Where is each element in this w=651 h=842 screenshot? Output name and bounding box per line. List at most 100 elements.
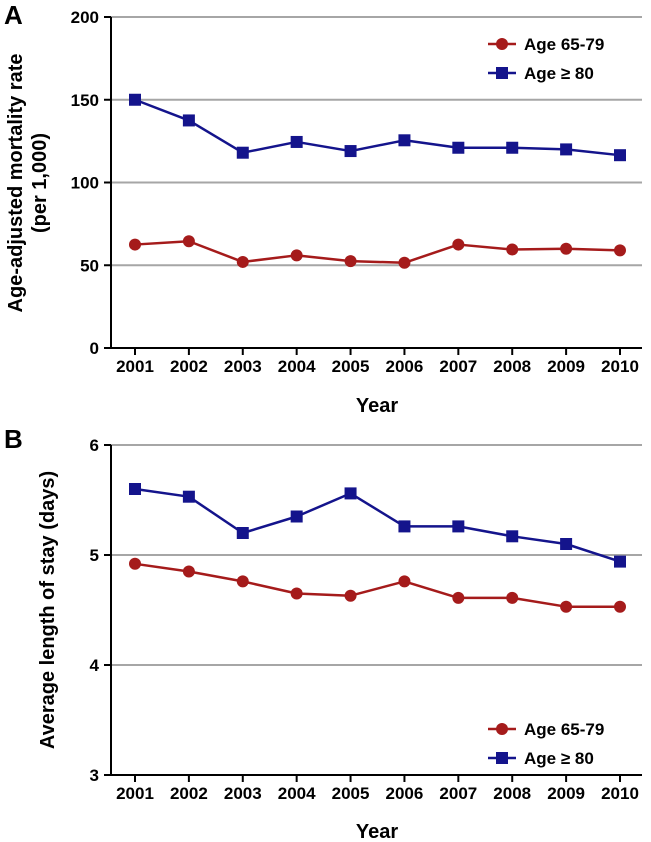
panel-b-series-age-65-79-point: [129, 557, 141, 570]
panel-a-series-age-80-plus-line: [134, 98, 621, 157]
panel-b-series-age-65-79-point: [614, 600, 626, 613]
panel-b-series-age-65-79-point: [560, 600, 573, 613]
panel-b-gridlines: [111, 444, 642, 666]
panel-a-series-age-65-79-point: [290, 249, 303, 262]
panel-a-x-tick-label: 2004: [278, 357, 316, 376]
panel-a-series-age-80-plus-point: [236, 146, 249, 159]
panel-a-legend-marker-age-80-plus: [496, 67, 508, 79]
panel-a-y-axis-title-line1: Age-adjusted mortality rate: [5, 54, 27, 313]
panel-b-series-age-65-79-point: [506, 591, 519, 604]
panel-b-legend-marker-age-80-plus: [496, 752, 508, 764]
panel-a-series-age-65-79-line: [134, 240, 621, 265]
panel-a-legend-label-age-80-plus: Age ≥ 80: [524, 64, 594, 83]
panel-b-series: [129, 483, 626, 613]
panel-a-series-age-80-plus-point: [182, 114, 195, 127]
panel-b-x-axis-title: Year: [356, 821, 398, 842]
panel-a-series-age-65-79-point: [560, 242, 573, 255]
panel-b-legend-label-age-65-79: Age 65-79: [524, 720, 604, 739]
panel-a-series-age-65-79-point: [182, 235, 195, 248]
panel-a-series-age-65-79-point: [398, 256, 411, 269]
panel-a-y-tick-label: 100: [71, 174, 99, 193]
panel-b-series-age-65-79-point: [236, 575, 249, 588]
panel-a-series-age-65-79-point: [506, 243, 519, 256]
panel-a-y-axis-title-line2: (per 1,000): [29, 133, 51, 233]
panel-a-series-age-65-79-point: [236, 255, 249, 268]
panel-b-y-axis-title: Average length of stay (days): [37, 471, 59, 749]
panel-a-legend-label-age-65-79: Age 65-79: [524, 35, 604, 54]
panel-a-x-axis-title: Year: [356, 395, 398, 417]
panel-a-x-tick-label: 2010: [601, 357, 639, 376]
panel-b-series-age-65-79-point: [290, 587, 303, 600]
panel-b-series-age-80-plus-point: [398, 520, 411, 533]
panel-a-x-tick-label: 2005: [332, 357, 370, 376]
panel-b-series-age-65-79-point: [398, 575, 411, 588]
panel-b-legend: Age 65-79 Age ≥ 80: [488, 720, 604, 768]
panel-b-series-age-65-79-point: [344, 589, 357, 602]
panel-b-y-tick-label: 4: [90, 656, 100, 675]
panel-a-x-tick-label: 2007: [439, 357, 477, 376]
panel-b-x-tick-label: 2008: [493, 784, 531, 803]
panel-b-series-age-80-plus-point: [614, 555, 626, 568]
panel-b-x-ticks: 2001 2002 2003 2004 2005 2006 2007 2008 2009 2010: [116, 775, 639, 803]
panel-a-series-age-80-plus-point: [506, 141, 519, 154]
panel-a-series-age-65-79-point: [614, 244, 626, 257]
panel-b-x-tick-label: 2005: [332, 784, 370, 803]
panel-a-series: [129, 93, 626, 269]
panel-a-series-age-65-79-point: [129, 238, 141, 251]
panel-a-x-ticks: 2001 2002 2003 2004 2005 2006 2007 2008 2009 2010: [116, 348, 639, 376]
panel-letter-b: B: [4, 424, 23, 454]
panel-a-y-tick-label: 50: [80, 256, 99, 275]
panel-b-x-tick-label: 2003: [224, 784, 262, 803]
panel-a-series-age-80-plus-point: [129, 93, 141, 106]
panel-b-y-ticks: 3 4 5 6: [90, 436, 111, 785]
panel-b-x-tick-label: 2001: [116, 784, 154, 803]
panel-b-x-tick-label: 2006: [386, 784, 424, 803]
panel-a-x-tick-label: 2001: [116, 357, 154, 376]
panel-a-y-tick-label: 0: [90, 339, 99, 358]
panel-b-series-age-80-plus-point: [452, 520, 465, 533]
panel-b-series-age-80-plus-point: [236, 527, 249, 539]
panel-b-y-tick-label: 5: [90, 546, 99, 565]
panel-b-legend-marker-age-65-79: [496, 723, 508, 735]
panel-b-series-age-80-plus-point: [290, 510, 303, 523]
panel-letter-a: A: [4, 0, 23, 30]
panel-b-series-age-80-plus-line: [134, 487, 621, 563]
panel-a-x-tick-label: 2003: [224, 357, 262, 376]
panel-b-legend-label-age-80-plus: Age ≥ 80: [524, 749, 594, 768]
panel-a-x-tick-label: 2009: [547, 357, 585, 376]
panel-b-x-tick-label: 2004: [278, 784, 316, 803]
panel-a-series-age-80-plus-point: [398, 134, 411, 147]
panel-b-x-tick-label: 2002: [170, 784, 208, 803]
panel-a-series-age-80-plus-point: [452, 141, 465, 154]
panel-a-x-tick-label: 2008: [493, 357, 531, 376]
panel-a-series-age-80-plus-point: [344, 145, 357, 158]
panel-a-y-ticks: 0 50 100 150 200: [71, 8, 111, 358]
panel-b-series-age-80-plus-point: [506, 530, 519, 543]
panel-a-series-age-65-79-point: [452, 238, 465, 251]
panel-a-series-age-65-79-point: [344, 255, 357, 268]
panel-a-gridlines: [111, 16, 642, 267]
panel-b-x-tick-label: 2009: [547, 784, 585, 803]
panel-a-legend-marker-age-65-79: [496, 38, 508, 50]
panel-b-series-age-80-plus-point: [129, 483, 141, 495]
panel-a-y-tick-label: 150: [71, 91, 99, 110]
panel-b-series-age-65-79-point: [452, 591, 465, 604]
panel-b-series-age-65-79-line: [134, 562, 620, 608]
panel-b-x-tick-label: 2007: [439, 784, 477, 803]
panel-a-series-age-80-plus-point: [560, 143, 573, 156]
panel-a-x-tick-label: 2006: [386, 357, 424, 376]
panel-a-x-tick-label: 2002: [170, 357, 208, 376]
panel-b-y-tick-label: 3: [90, 766, 99, 785]
panel-b-series-age-80-plus-point: [182, 490, 195, 503]
panel-b-series-age-80-plus-point: [560, 538, 573, 550]
panel-a-series-age-80-plus-point: [290, 135, 303, 148]
panel-b-x-tick-label: 2010: [601, 784, 639, 803]
panel-b-y-tick-label: 6: [90, 436, 99, 455]
panel-b-series-age-80-plus-point: [344, 487, 357, 500]
panel-b-series-age-65-79-point: [182, 565, 195, 578]
panel-a-y-tick-label: 200: [71, 8, 99, 27]
